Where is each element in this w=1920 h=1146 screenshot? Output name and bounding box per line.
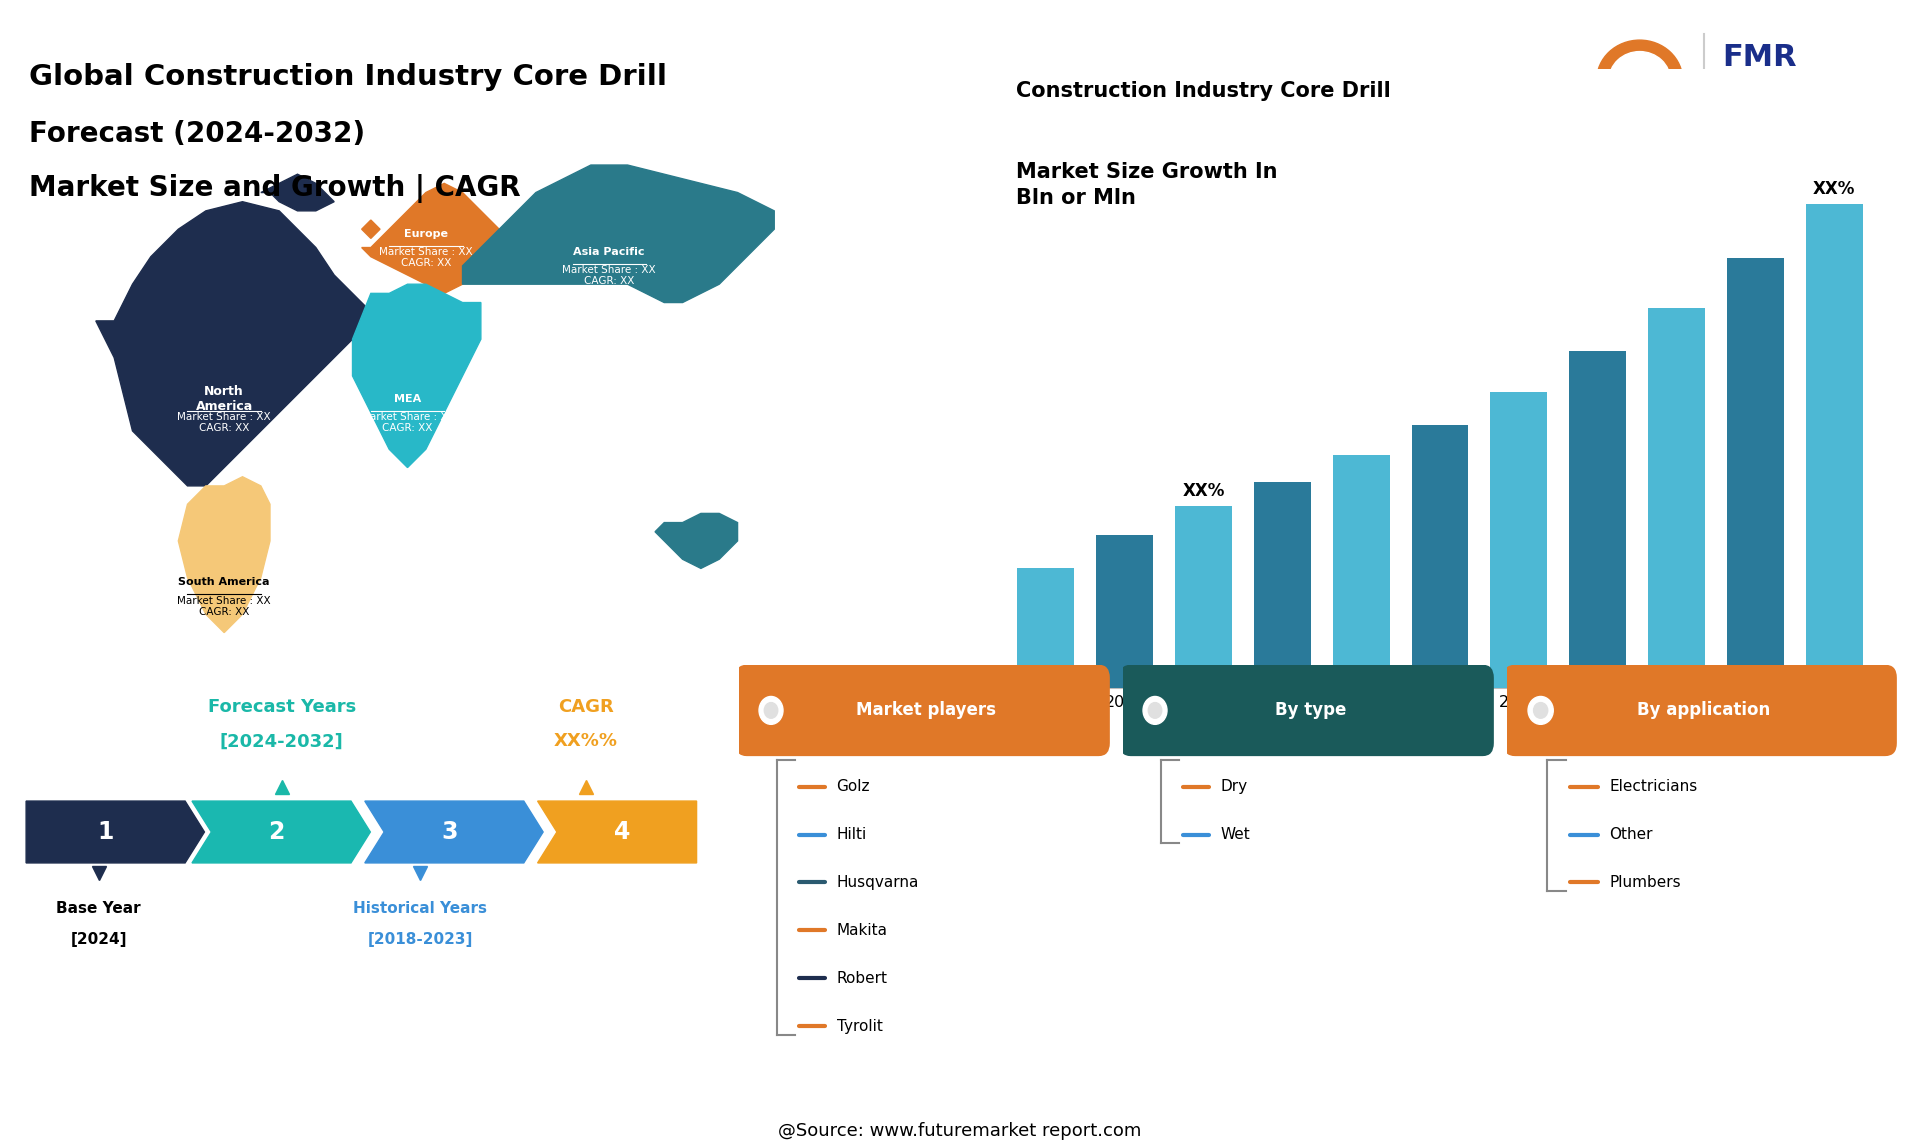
Text: Historical Years: Historical Years (353, 901, 488, 916)
Text: Tyrolit: Tyrolit (837, 1019, 883, 1034)
Text: CAGR: XX: CAGR: XX (382, 423, 432, 433)
Text: 2: 2 (269, 821, 284, 843)
Text: CAGR: XX: CAGR: XX (200, 423, 250, 433)
Polygon shape (361, 183, 499, 293)
Circle shape (1148, 702, 1162, 719)
Bar (1411, 425, 1469, 688)
Text: XX%%: XX%% (555, 732, 618, 751)
Text: Global Construction Industry Core Drill: Global Construction Industry Core Drill (29, 63, 666, 91)
Polygon shape (261, 174, 334, 211)
Circle shape (1597, 40, 1682, 120)
Polygon shape (365, 801, 543, 863)
Text: Husqvarna: Husqvarna (837, 874, 920, 890)
Text: Market Share : XX: Market Share : XX (563, 266, 657, 275)
Text: Market Size and Growth | CAGR: Market Size and Growth | CAGR (29, 174, 520, 203)
Text: 4: 4 (614, 821, 630, 843)
Text: CAGR: CAGR (559, 698, 614, 716)
Text: Asia Pacific: Asia Pacific (574, 248, 645, 257)
Text: [2024-2032]: [2024-2032] (221, 732, 344, 751)
Text: Market Share : XX: Market Share : XX (177, 596, 271, 605)
Bar (1728, 258, 1784, 688)
Bar (1254, 482, 1311, 688)
Text: FUTURE MARKET REPORT: FUTURE MARKET REPORT (1722, 89, 1862, 100)
Text: Golz: Golz (837, 779, 870, 794)
Text: [2018-2023]: [2018-2023] (367, 932, 472, 947)
Text: Base Year: Base Year (56, 901, 140, 916)
Circle shape (764, 702, 778, 719)
Bar (1807, 204, 1862, 688)
Text: Europe: Europe (403, 229, 447, 238)
Polygon shape (192, 801, 371, 863)
Circle shape (1609, 52, 1670, 109)
Circle shape (1142, 697, 1167, 724)
Text: Plumbers: Plumbers (1609, 874, 1682, 890)
Bar (1096, 535, 1152, 688)
Text: CAGR: XX: CAGR: XX (401, 258, 451, 268)
Polygon shape (27, 801, 204, 863)
Text: Market Share : XX: Market Share : XX (378, 248, 472, 257)
Text: Robert: Robert (837, 971, 887, 986)
Bar (1332, 455, 1390, 688)
Text: By application: By application (1638, 701, 1770, 720)
Text: CAGR: XX: CAGR: XX (200, 606, 250, 617)
Text: 3: 3 (442, 821, 457, 843)
Text: Forecast (2024-2032): Forecast (2024-2032) (29, 120, 365, 148)
Circle shape (1534, 702, 1548, 719)
Text: Forecast Years: Forecast Years (207, 698, 355, 716)
Text: XX%: XX% (1812, 180, 1855, 198)
Text: FMR: FMR (1722, 42, 1797, 72)
Bar (1018, 568, 1073, 688)
Text: Market Share : XX: Market Share : XX (361, 413, 455, 422)
Polygon shape (361, 220, 380, 238)
Text: By type: By type (1275, 701, 1346, 720)
Text: North
America: North America (196, 385, 253, 413)
Text: Other: Other (1609, 827, 1653, 842)
Polygon shape (463, 165, 774, 303)
Text: Wet: Wet (1221, 827, 1250, 842)
Polygon shape (96, 202, 371, 486)
Circle shape (1528, 697, 1553, 724)
Text: Makita: Makita (837, 923, 887, 937)
Circle shape (758, 697, 783, 724)
Polygon shape (655, 513, 737, 568)
Text: MEA: MEA (394, 394, 420, 403)
Text: Electricians: Electricians (1609, 779, 1697, 794)
Bar (1647, 308, 1705, 688)
Bar (1175, 507, 1233, 688)
Polygon shape (538, 801, 697, 863)
Polygon shape (179, 477, 271, 633)
Text: Market players: Market players (856, 701, 996, 720)
Polygon shape (353, 284, 480, 468)
Bar (1569, 351, 1626, 688)
Text: South America: South America (179, 578, 271, 587)
Text: 1: 1 (98, 821, 113, 843)
Text: Dry: Dry (1221, 779, 1248, 794)
FancyBboxPatch shape (1119, 665, 1494, 756)
Text: CAGR: XX: CAGR: XX (584, 276, 634, 286)
Text: Market Size Growth In
Bln or Mln: Market Size Growth In Bln or Mln (1016, 162, 1277, 207)
Text: XX%: XX% (1183, 482, 1225, 500)
Text: Construction Industry Core Drill: Construction Industry Core Drill (1016, 81, 1390, 101)
FancyBboxPatch shape (735, 665, 1110, 756)
Text: @Source: www.futuremarket report.com: @Source: www.futuremarket report.com (778, 1122, 1142, 1140)
FancyBboxPatch shape (1503, 665, 1897, 756)
Text: [2024]: [2024] (71, 932, 127, 947)
Text: Hilti: Hilti (837, 827, 866, 842)
Bar (1490, 392, 1548, 688)
Text: Market Share : XX: Market Share : XX (177, 413, 271, 422)
